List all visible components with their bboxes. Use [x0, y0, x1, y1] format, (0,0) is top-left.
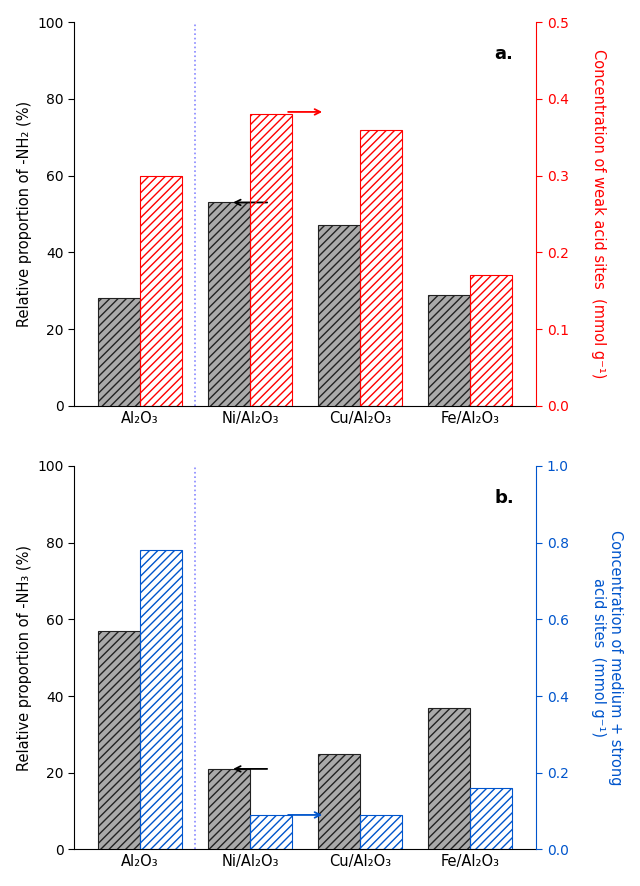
Bar [360, 815, 402, 850]
Bar [208, 769, 250, 850]
Bar [98, 299, 140, 406]
Bar [140, 550, 182, 850]
Bar [98, 631, 140, 850]
Bar [428, 294, 470, 406]
Y-axis label: Relative proportion of -NH₃ (%): Relative proportion of -NH₃ (%) [17, 545, 31, 771]
Text: a.: a. [495, 45, 513, 63]
Bar [140, 175, 182, 406]
Bar [208, 203, 250, 406]
Bar [360, 129, 402, 406]
Y-axis label: Relative proportion of -NH₂ (%): Relative proportion of -NH₂ (%) [17, 101, 31, 327]
Bar [318, 754, 360, 850]
Text: b.: b. [495, 489, 515, 507]
Bar [250, 114, 292, 406]
Y-axis label: Concentration of medium + strong
acid sites  (mmol g⁻¹): Concentration of medium + strong acid si… [591, 530, 623, 785]
Bar [470, 788, 512, 850]
Bar [250, 815, 292, 850]
Bar [428, 708, 470, 850]
Bar [470, 276, 512, 406]
Bar [318, 225, 360, 406]
Y-axis label: Concentration of weak acid sites  (mmol g⁻¹): Concentration of weak acid sites (mmol g… [591, 50, 606, 378]
